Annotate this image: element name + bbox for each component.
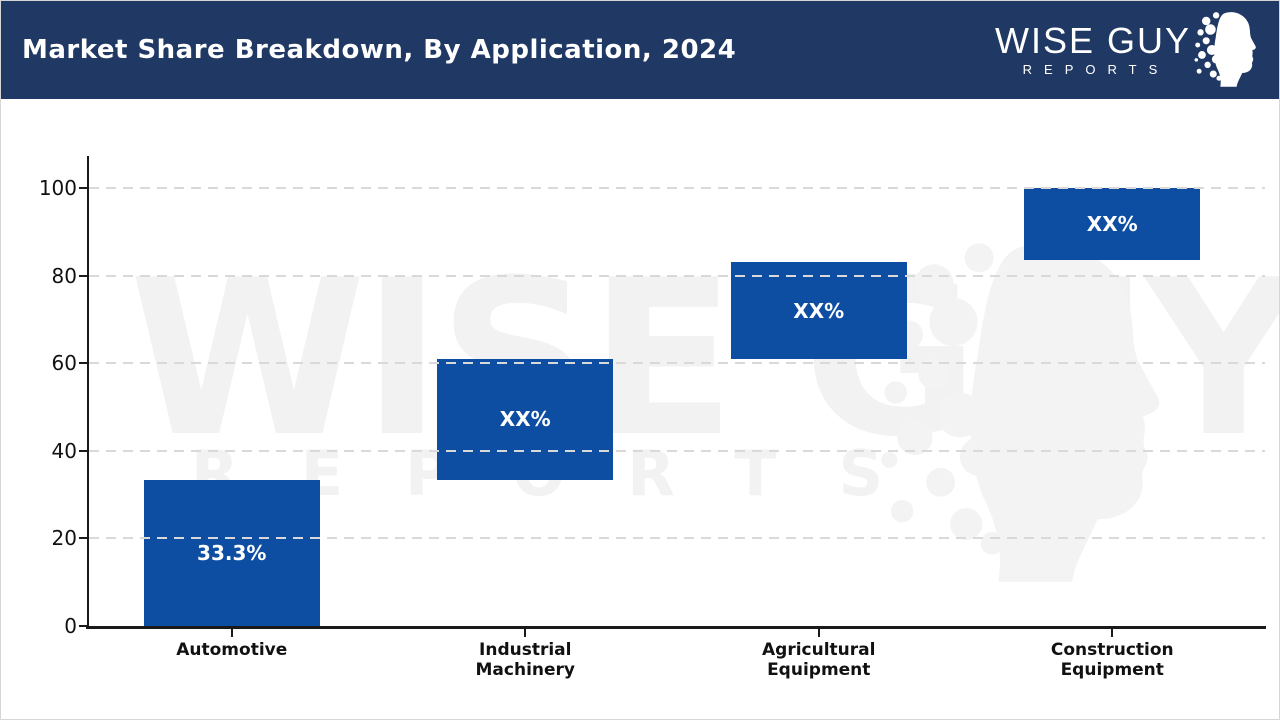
bar-value-label: XX% xyxy=(793,298,845,323)
y-tick-label: 0 xyxy=(64,614,77,638)
bar-value-label: 33.3% xyxy=(197,541,267,566)
y-tick-label: 100 xyxy=(38,176,77,200)
x-category-label-line: Agricultural xyxy=(762,640,876,660)
x-category-label-line: Construction xyxy=(1050,640,1174,660)
watermark-head-icon xyxy=(881,243,1160,582)
x-category-label: Automotive xyxy=(102,640,362,660)
x-category-label-line: Equipment xyxy=(767,660,871,680)
logo-wordmark: WISE GUY xyxy=(994,20,1191,61)
y-tick-label: 80 xyxy=(51,263,77,288)
x-axis-tick xyxy=(524,629,527,637)
y-axis-line xyxy=(87,156,89,628)
logo-subtitle: REPORTS xyxy=(1022,62,1170,77)
logo-text: WISE GUY REPORTS xyxy=(994,20,1191,78)
x-axis-tick xyxy=(817,629,820,637)
gridline xyxy=(89,537,1265,540)
gridline xyxy=(89,274,1265,277)
y-tick-label: 20 xyxy=(51,526,77,551)
chart-title: Market Share Breakdown, By Application, … xyxy=(22,35,737,65)
x-category-label: Construction Equipment xyxy=(982,640,1242,680)
x-category-label: Industrial Machinery xyxy=(395,640,655,680)
y-tick-label: 60 xyxy=(51,351,77,376)
gridline xyxy=(89,362,1265,365)
bar xyxy=(143,480,320,626)
header-bar: Market Share Breakdown, By Application, … xyxy=(1,1,1279,99)
x-axis-tick xyxy=(230,629,233,637)
x-category-label: Agricultural Equipment xyxy=(689,640,949,680)
x-category-label-line: Automotive xyxy=(176,640,288,660)
x-category-label-line: Machinery xyxy=(475,660,576,680)
y-axis-tick xyxy=(79,274,87,277)
x-category-label-line: Equipment xyxy=(1060,660,1164,680)
y-axis-tick xyxy=(79,625,87,627)
bar-value-label: XX% xyxy=(1086,212,1138,237)
bar-value-label: XX% xyxy=(499,407,551,432)
gridline xyxy=(89,187,1265,189)
x-category-label-line: Industrial xyxy=(479,640,572,660)
wiseguy-logo: WISE GUY REPORTS xyxy=(995,9,1267,91)
x-axis-line xyxy=(86,626,1266,629)
bar xyxy=(1024,188,1201,261)
y-axis-tick xyxy=(79,362,87,365)
bar xyxy=(437,358,614,481)
y-tick-label: 40 xyxy=(51,438,77,463)
y-axis-tick xyxy=(79,449,87,452)
y-axis-tick xyxy=(79,187,87,189)
y-axis-tick xyxy=(79,537,87,540)
bar xyxy=(730,262,907,359)
x-axis-tick xyxy=(1111,629,1114,637)
gridline xyxy=(89,449,1265,452)
logo-head-icon xyxy=(1194,12,1256,87)
